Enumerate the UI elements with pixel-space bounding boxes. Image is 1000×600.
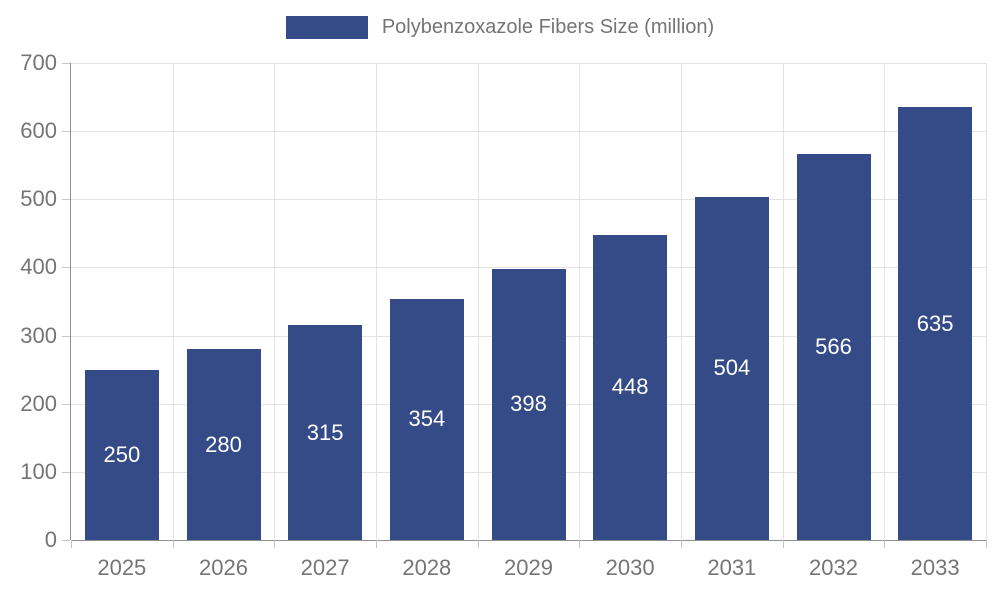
y-axis-tick-label: 300 <box>20 322 57 348</box>
plot-area: 0 100 200 300 400 500 600 700 250 2025 280 2026 315 2… <box>20 52 987 580</box>
gridline-vertical <box>579 63 581 540</box>
gridline-vertical <box>477 63 479 540</box>
x-axis-category-label: 2026 <box>199 555 248 580</box>
gridline-vertical <box>376 63 377 540</box>
x-axis-category-label: 2027 <box>300 555 350 580</box>
x-axis-category-label: 2032 <box>809 555 858 580</box>
y-axis-line <box>70 63 71 540</box>
gridline-vertical <box>172 63 174 540</box>
bar-value-label: 315 <box>306 419 344 445</box>
bar: 354 <box>389 298 464 540</box>
bar: 315 <box>288 325 363 540</box>
x-axis-tick <box>376 540 377 548</box>
bar-value-label: 354 <box>408 406 446 432</box>
y-axis-tick-label: 200 <box>20 390 57 416</box>
y-axis-tick <box>62 199 70 201</box>
gridline-horizontal <box>71 131 986 133</box>
x-axis-tick <box>782 540 784 548</box>
x-axis-tick <box>884 540 886 548</box>
x-axis-tick <box>681 540 682 548</box>
x-axis-category-label: 2025 <box>97 555 147 580</box>
x-axis-category-label: 2029 <box>504 555 553 580</box>
bar-value-label: 250 <box>103 441 141 467</box>
bar: 398 <box>491 268 566 540</box>
x-axis-category-label: 2030 <box>605 555 655 580</box>
bar: 635 <box>898 107 973 540</box>
bar: 250 <box>84 369 159 540</box>
gridline-vertical <box>681 63 682 540</box>
x-axis-tick <box>71 540 72 548</box>
y-axis-tick <box>62 471 70 473</box>
gridline-horizontal <box>71 63 986 64</box>
bar-value-label: 448 <box>611 374 649 400</box>
x-axis-tick <box>274 540 276 548</box>
gridline-horizontal <box>71 199 986 201</box>
bar: 280 <box>186 349 261 540</box>
chart-legend: Polybenzoxazole Fibers Size (million) <box>0 16 1000 39</box>
legend-label: Polybenzoxazole Fibers Size (million) <box>381 16 715 38</box>
y-axis-tick-label: 500 <box>20 186 57 212</box>
x-axis-tick <box>986 540 987 548</box>
x-axis-category-label: 2033 <box>910 555 960 580</box>
gridline-vertical <box>782 63 784 540</box>
bar-value-label: 398 <box>510 391 547 417</box>
y-axis-tick-label: 0 <box>44 527 57 552</box>
legend-swatch <box>285 16 368 39</box>
bar-value-label: 504 <box>713 355 751 381</box>
y-axis-tick <box>62 335 70 337</box>
y-axis-tick <box>62 403 70 405</box>
bar-value-label: 280 <box>205 431 242 457</box>
gridline-vertical <box>986 63 987 540</box>
x-axis-category-label: 2031 <box>707 555 757 580</box>
bar-value-label: 635 <box>916 310 954 336</box>
bar: 448 <box>593 234 668 540</box>
y-axis-tick-label: 600 <box>20 118 57 144</box>
y-axis-tick <box>62 63 70 64</box>
gridline-vertical <box>274 63 276 540</box>
x-axis-category-label: 2028 <box>402 555 452 580</box>
x-axis-line <box>71 540 986 541</box>
y-axis-tick <box>62 131 70 133</box>
y-axis-tick <box>62 540 70 541</box>
y-axis-tick-label: 400 <box>20 254 57 280</box>
y-axis-tick <box>62 267 70 269</box>
y-axis-tick-label: 700 <box>20 50 57 75</box>
x-axis-tick <box>172 540 174 548</box>
x-axis-tick <box>579 540 581 548</box>
bar: 504 <box>694 196 769 540</box>
gridline-vertical <box>884 63 886 540</box>
y-axis-tick-label: 100 <box>20 458 57 484</box>
gridline-horizontal <box>71 267 986 269</box>
x-axis-tick <box>477 540 479 548</box>
bar-value-label: 566 <box>815 334 852 360</box>
bar: 566 <box>796 154 871 540</box>
